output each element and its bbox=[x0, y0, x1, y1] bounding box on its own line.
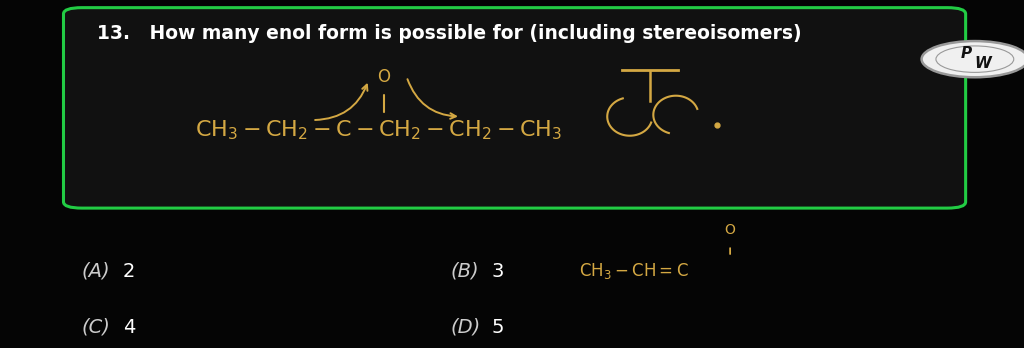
Circle shape bbox=[922, 41, 1024, 77]
Text: 4: 4 bbox=[123, 318, 135, 337]
Text: O: O bbox=[378, 68, 390, 86]
Circle shape bbox=[936, 46, 1014, 72]
Text: $\mathregular{CH_3-CH_2-C-CH_2-CH_2-CH_3}$: $\mathregular{CH_3-CH_2-C-CH_2-CH_2-CH_3… bbox=[195, 119, 561, 142]
Text: $\mathregular{CH_3-CH=C}$: $\mathregular{CH_3-CH=C}$ bbox=[579, 261, 688, 282]
Text: 5: 5 bbox=[492, 318, 504, 337]
Text: 3: 3 bbox=[492, 262, 504, 281]
Text: (A): (A) bbox=[82, 262, 111, 281]
Text: 2: 2 bbox=[123, 262, 135, 281]
Text: (D): (D) bbox=[451, 318, 481, 337]
Text: 13.   How many enol form is possible for (including stereoisomers): 13. How many enol form is possible for (… bbox=[97, 24, 802, 44]
Text: (B): (B) bbox=[451, 262, 479, 281]
Text: P: P bbox=[962, 46, 972, 62]
FancyArrowPatch shape bbox=[315, 85, 368, 120]
FancyArrowPatch shape bbox=[408, 79, 456, 119]
Text: (C): (C) bbox=[82, 318, 111, 337]
Text: W: W bbox=[975, 56, 991, 71]
FancyBboxPatch shape bbox=[63, 8, 966, 208]
Text: O: O bbox=[725, 223, 735, 237]
